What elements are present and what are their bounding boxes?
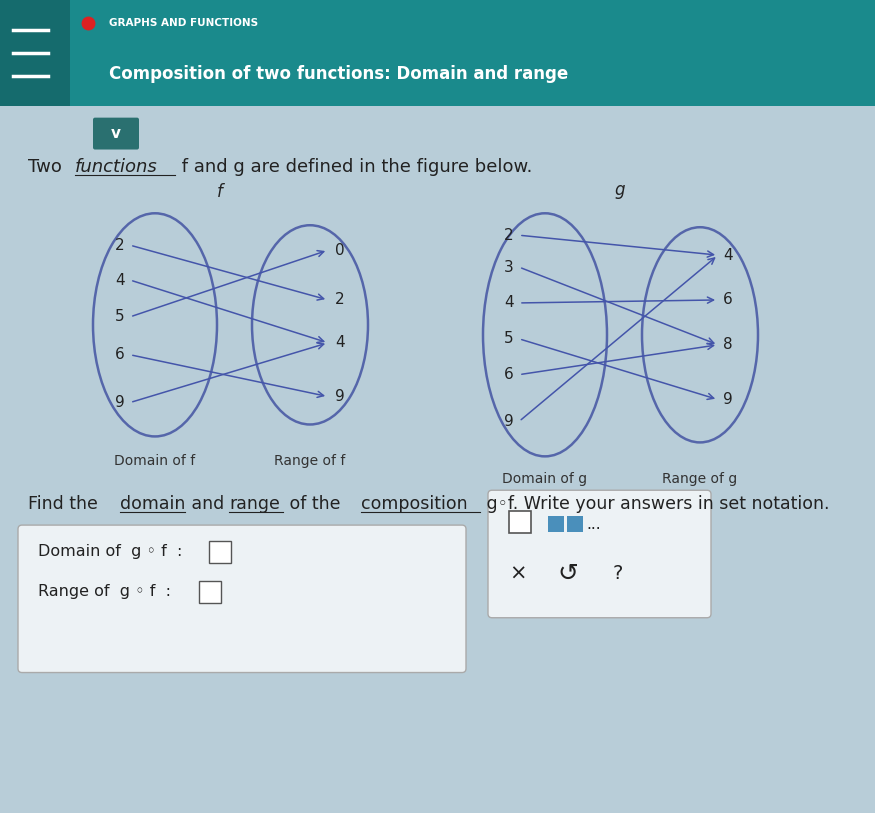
Text: f: f xyxy=(217,184,223,202)
Text: 8: 8 xyxy=(723,337,733,352)
Text: v: v xyxy=(111,126,121,141)
Text: Domain of f: Domain of f xyxy=(115,454,196,468)
Text: 9: 9 xyxy=(335,389,345,404)
Text: ...: ... xyxy=(586,516,600,532)
Text: g: g xyxy=(615,181,626,199)
Text: g◦f. Write your answers in set notation.: g◦f. Write your answers in set notation. xyxy=(481,495,830,513)
Text: 5: 5 xyxy=(116,310,125,324)
Text: 4: 4 xyxy=(116,272,125,288)
FancyBboxPatch shape xyxy=(488,490,711,618)
Text: Domain of  g ◦ f  :: Domain of g ◦ f : xyxy=(38,545,187,559)
Text: 6: 6 xyxy=(504,367,514,382)
Text: 6: 6 xyxy=(723,293,733,307)
Text: ×: × xyxy=(509,564,527,584)
Text: Range of  g ◦ f  :: Range of g ◦ f : xyxy=(38,585,176,599)
Text: GRAPHS AND FUNCTIONS: GRAPHS AND FUNCTIONS xyxy=(109,18,258,28)
Text: functions: functions xyxy=(75,159,158,176)
Text: range: range xyxy=(229,495,280,513)
Text: Two: Two xyxy=(28,159,67,176)
Text: 4: 4 xyxy=(504,295,514,311)
Text: of the: of the xyxy=(284,495,346,513)
Text: 2: 2 xyxy=(335,293,345,307)
Text: ↺: ↺ xyxy=(557,562,578,586)
Text: Composition of two functions: Domain and range: Composition of two functions: Domain and… xyxy=(109,65,569,83)
Text: f and g are defined in the figure below.: f and g are defined in the figure below. xyxy=(176,159,532,176)
Text: 3: 3 xyxy=(504,259,514,275)
Text: 9: 9 xyxy=(116,395,125,410)
Text: 4: 4 xyxy=(723,248,733,263)
Text: domain: domain xyxy=(120,495,186,513)
FancyBboxPatch shape xyxy=(199,580,221,602)
Text: 9: 9 xyxy=(504,414,514,429)
Bar xyxy=(0,0,70,106)
Text: Range of g: Range of g xyxy=(662,472,738,486)
Text: and: and xyxy=(186,495,230,513)
Text: 2: 2 xyxy=(116,237,125,253)
Text: Domain of g: Domain of g xyxy=(502,472,588,486)
Text: ?: ? xyxy=(612,564,623,584)
FancyBboxPatch shape xyxy=(209,541,231,563)
Text: 6: 6 xyxy=(116,347,125,363)
Text: 9: 9 xyxy=(723,392,733,407)
FancyBboxPatch shape xyxy=(18,525,466,672)
FancyBboxPatch shape xyxy=(93,118,139,150)
Text: 4: 4 xyxy=(335,335,345,350)
Text: Find the: Find the xyxy=(28,495,103,513)
FancyBboxPatch shape xyxy=(567,516,583,532)
Text: Range of f: Range of f xyxy=(275,454,346,468)
FancyBboxPatch shape xyxy=(509,511,531,533)
FancyBboxPatch shape xyxy=(548,516,564,532)
Text: 2: 2 xyxy=(504,228,514,243)
Text: 0: 0 xyxy=(335,242,345,258)
Text: 5: 5 xyxy=(504,332,514,346)
Text: composition: composition xyxy=(361,495,467,513)
